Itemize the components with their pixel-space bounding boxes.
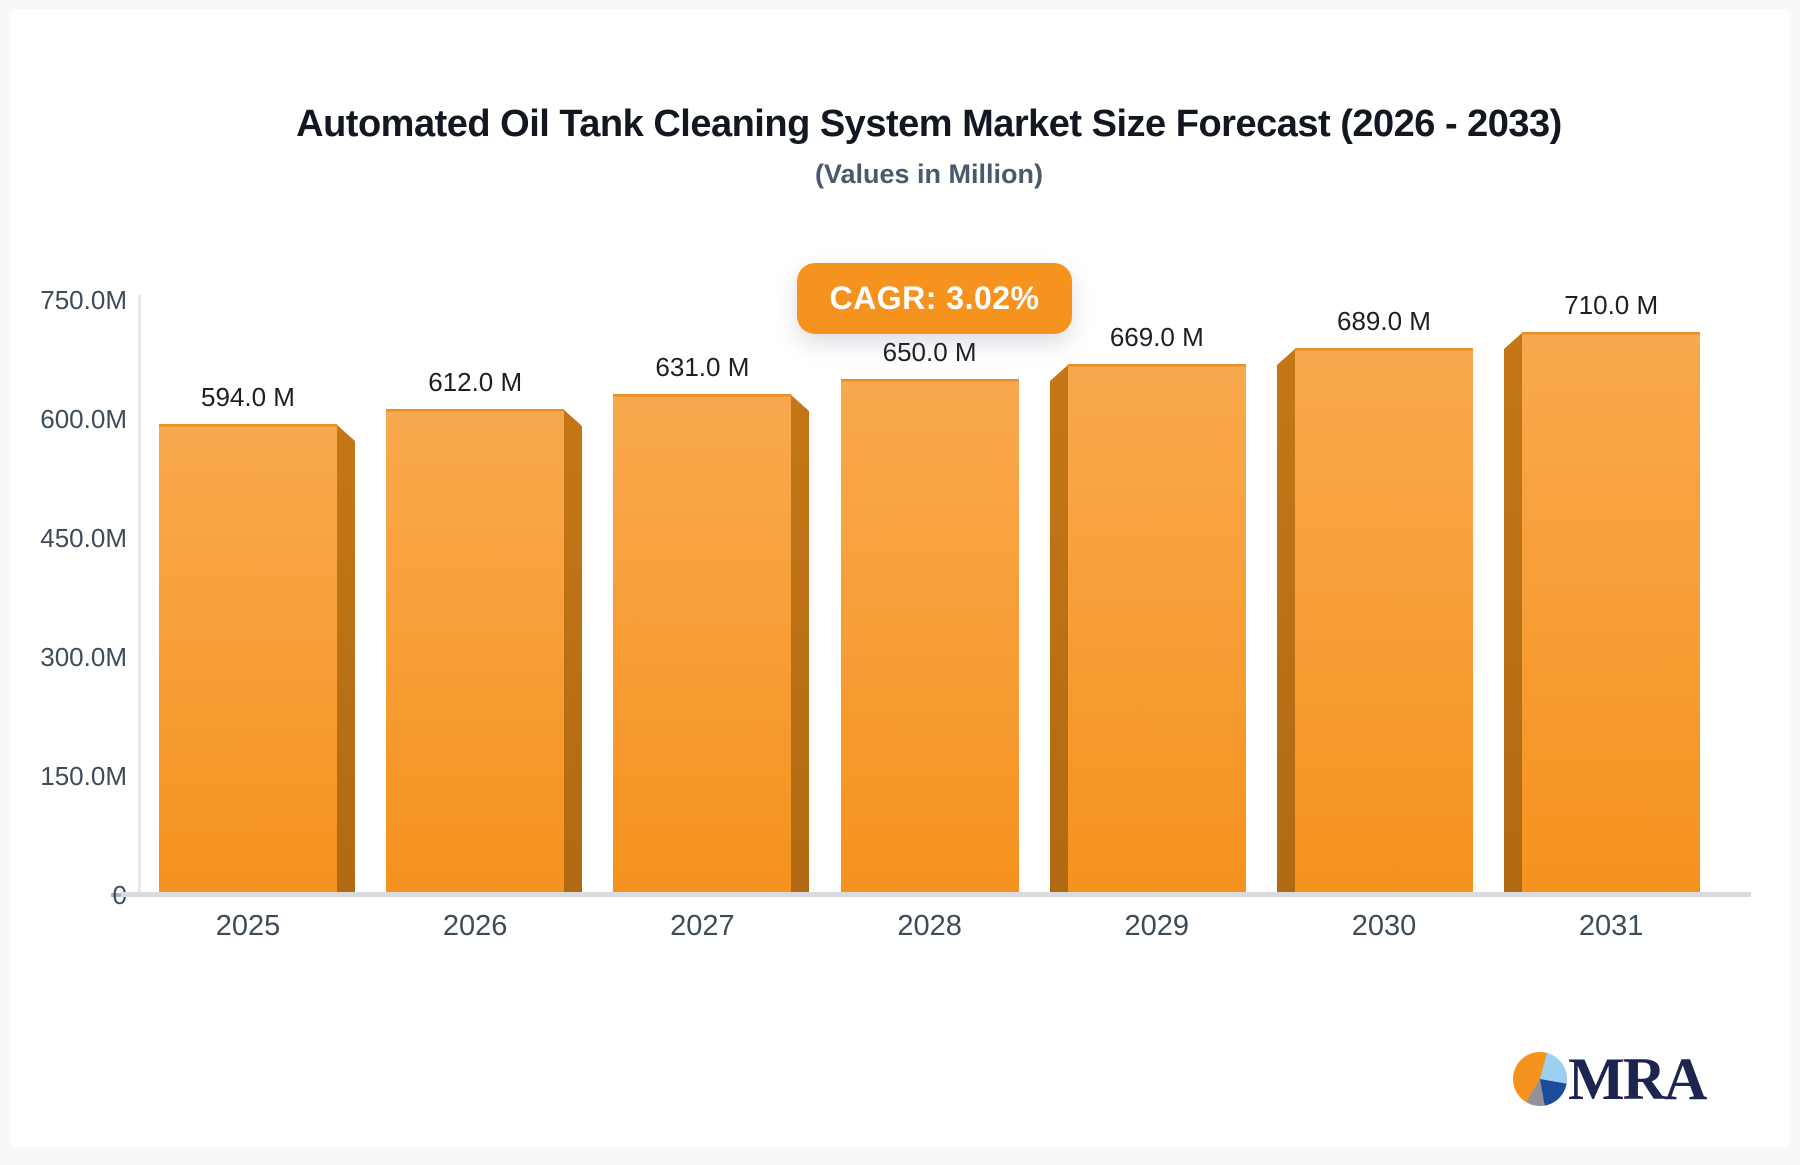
y-axis-label-600.0M: 600.0M xyxy=(40,404,127,434)
bar-2031[interactable] xyxy=(1522,332,1700,895)
x-axis-label-2029: 2029 xyxy=(1124,910,1190,942)
bar-value-label-2029: 669.0 M xyxy=(1109,322,1204,352)
bar-value-label-2026: 612.0 M xyxy=(428,367,523,397)
bar-3d-side-2031 xyxy=(1504,332,1523,895)
bar-2027[interactable] xyxy=(613,394,791,895)
bar-2030[interactable] xyxy=(1295,348,1473,895)
plot-area: 594.0 M 2025 612.0 M 2026 631.0 M 2027 650.0 M… xyxy=(9,9,1800,1165)
bar-3d-side-2030 xyxy=(1277,348,1296,895)
x-axis-baseline xyxy=(121,892,1751,897)
brand-logo-text: MRA xyxy=(1568,1046,1707,1112)
bar-value-label-2030: 689.0 M xyxy=(1337,306,1431,336)
bar-3d-side-2026 xyxy=(563,409,582,895)
cagr-badge: CAGR: 3.02% xyxy=(797,263,1072,334)
bar-2025[interactable] xyxy=(159,424,337,895)
y-axis-label-750.0M: 750.0M xyxy=(40,285,127,315)
x-axis-label-2027: 2027 xyxy=(670,910,735,942)
chart-title: Automated Oil Tank Cleaning System Marke… xyxy=(296,103,1562,145)
bar-2029[interactable] xyxy=(1068,364,1246,895)
bar-value-label-2025: 594.0 M xyxy=(201,382,295,412)
x-axis-label-2026: 2026 xyxy=(442,910,508,942)
x-axis-label-2030: 2030 xyxy=(1351,910,1417,942)
y-axis-line xyxy=(138,295,141,896)
bar-3d-side-2027 xyxy=(790,394,809,895)
bar-2028[interactable] xyxy=(841,379,1019,895)
bar-2026[interactable] xyxy=(386,409,564,895)
cagr-badge-label: CAGR: 3.02% xyxy=(829,280,1040,316)
y-axis-label-150.0M: 150.0M xyxy=(40,761,127,791)
x-axis-label-2025: 2025 xyxy=(215,910,281,942)
bar-3d-side-2025 xyxy=(336,424,355,895)
y-axis-label-450.0M: 450.0M xyxy=(40,523,127,553)
bar-value-label-2031: 710.0 M xyxy=(1564,290,1659,320)
bar-3d-side-2029 xyxy=(1050,364,1069,895)
bar-value-label-2027: 631.0 M xyxy=(655,352,750,382)
x-axis-label-2031: 2031 xyxy=(1578,910,1644,942)
pie-chart-logo-icon xyxy=(1513,1052,1567,1106)
bar-value-label-2028: 650.0 M xyxy=(882,337,977,367)
chart-card: Automated Oil Tank Cleaning System Marke… xyxy=(9,9,1791,1147)
y-axis-label-300.0M: 300.0M xyxy=(40,642,127,672)
chart-subtitle: (Values in Million) xyxy=(814,159,1044,189)
y-axis-label-0: 0 xyxy=(112,880,127,910)
x-axis-label-2028: 2028 xyxy=(897,910,962,942)
brand-logo: MRA xyxy=(1513,1046,1707,1112)
